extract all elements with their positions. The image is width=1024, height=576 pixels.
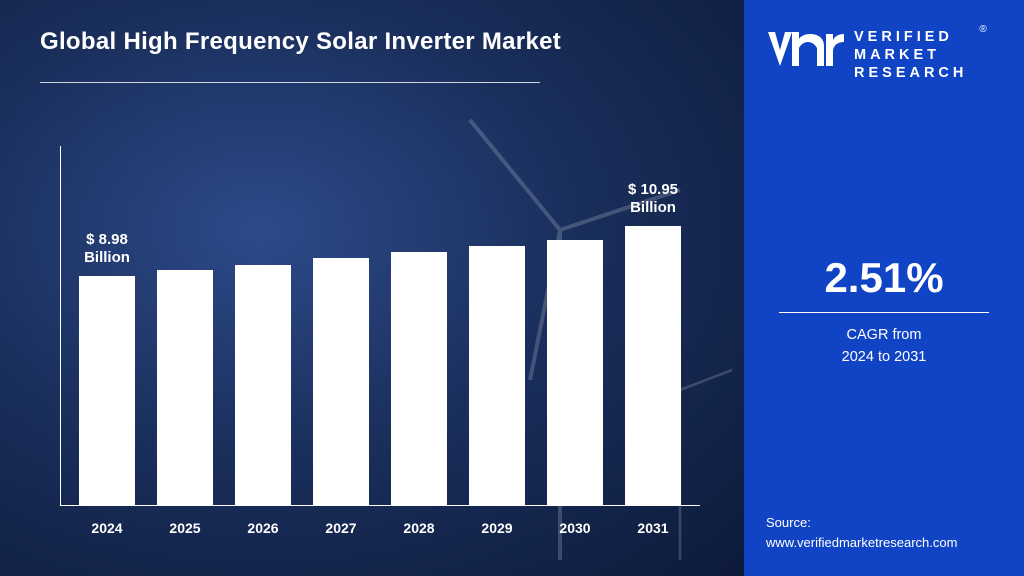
bar	[625, 226, 681, 506]
bar	[235, 265, 291, 506]
bars-container: $ 8.98Billion $ 10.95Billion	[60, 146, 700, 506]
x-labels: 2024 2025 2026 2027 2028 2029 2030 2031	[60, 520, 700, 536]
chart-title: Global High Frequency Solar Inverter Mar…	[40, 28, 561, 56]
bar-wrap: $ 8.98Billion	[78, 276, 136, 506]
chart-panel: Global High Frequency Solar Inverter Mar…	[0, 0, 744, 576]
bar	[547, 240, 603, 506]
registered-icon: ®	[979, 24, 986, 35]
cagr-line-1: CAGR from	[847, 327, 922, 343]
x-axis-label: 2028	[390, 520, 448, 536]
logo-text: VERIFIED MARKET RESEARCH	[854, 28, 967, 82]
source-url: www.verifiedmarketresearch.com	[766, 535, 957, 550]
bar-value-label: $ 10.95Billion	[628, 181, 678, 219]
x-axis-label: 2026	[234, 520, 292, 536]
x-axis-label: 2025	[156, 520, 214, 536]
sidebar-panel: VERIFIED MARKET RESEARCH ® 2.51% CAGR fr…	[744, 0, 1024, 576]
bar-wrap	[546, 240, 604, 506]
logo-mark-icon	[766, 26, 844, 74]
bar-value-label: $ 8.98Billion	[84, 231, 130, 269]
source-block: Source: www.verifiedmarketresearch.com	[766, 513, 957, 552]
x-axis-label: 2031	[624, 520, 682, 536]
bar	[157, 270, 213, 506]
bar-wrap	[312, 258, 370, 506]
logo-line-2: MARKET	[854, 47, 940, 63]
bar-wrap	[234, 265, 292, 506]
bar	[313, 258, 369, 506]
title-underline	[40, 82, 540, 83]
bar	[79, 276, 135, 506]
cagr-block: 2.51% CAGR from 2024 to 2031	[766, 254, 1002, 369]
bar-wrap	[156, 270, 214, 506]
bar	[391, 252, 447, 506]
bar-wrap	[468, 246, 526, 506]
bar	[469, 246, 525, 506]
x-axis-label: 2030	[546, 520, 604, 536]
cagr-subtitle: CAGR from 2024 to 2031	[766, 325, 1002, 369]
cagr-value: 2.51%	[766, 254, 1002, 302]
x-axis-label: 2024	[78, 520, 136, 536]
cagr-underline	[779, 312, 989, 313]
logo: VERIFIED MARKET RESEARCH ®	[766, 26, 1002, 82]
source-label: Source:	[766, 515, 811, 530]
x-axis-label: 2029	[468, 520, 526, 536]
cagr-line-2: 2024 to 2031	[842, 349, 927, 365]
logo-line-1: VERIFIED	[854, 29, 953, 45]
logo-line-3: RESEARCH	[854, 65, 967, 81]
bar-wrap	[390, 252, 448, 506]
bar-wrap: $ 10.95Billion	[624, 226, 682, 506]
x-axis-label: 2027	[312, 520, 370, 536]
chart-area: $ 8.98Billion $ 10.95Billion 2024 2025 2026…	[60, 136, 700, 536]
